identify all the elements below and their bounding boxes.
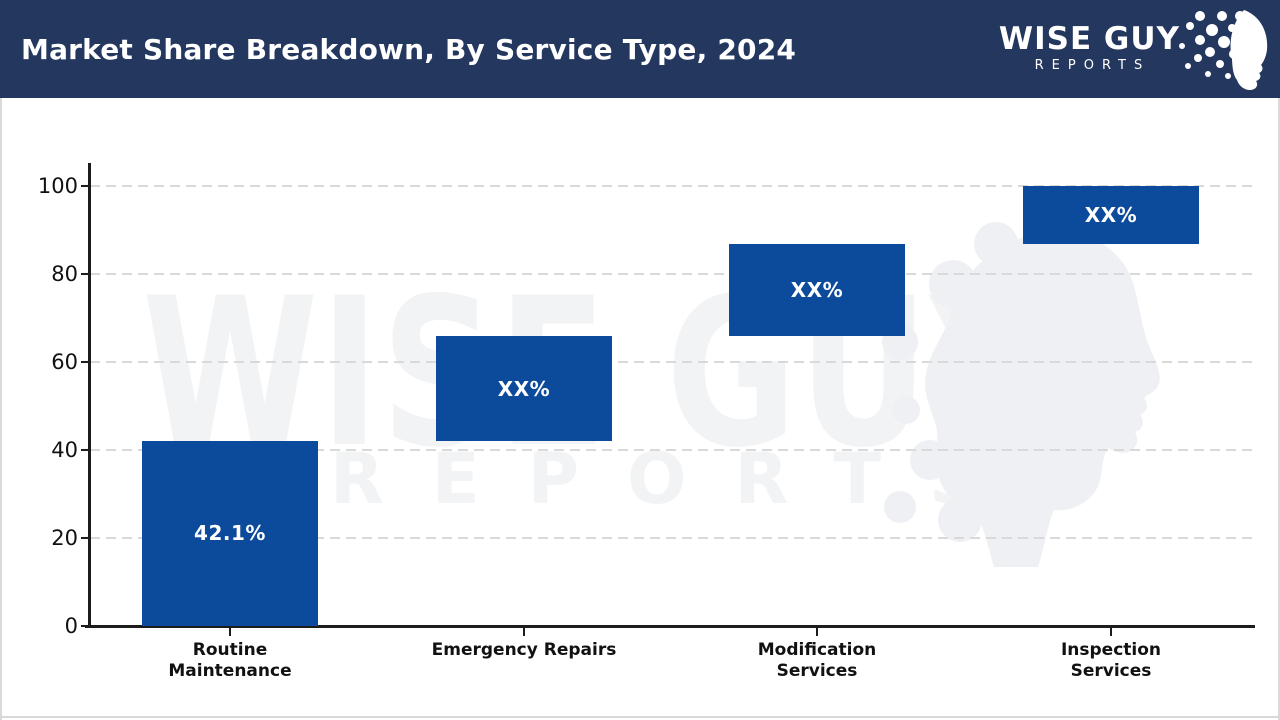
bar-value-label: XX% bbox=[497, 376, 551, 401]
y-axis-tick-label: 20 bbox=[51, 526, 78, 550]
x-axis-category-label-line: Services bbox=[1070, 661, 1152, 681]
bar-value-label: XX% bbox=[1084, 203, 1138, 228]
gridline-y-40 bbox=[90, 449, 1255, 451]
x-axis-tick bbox=[229, 627, 231, 636]
y-axis-tick-label: 100 bbox=[37, 174, 78, 198]
gridline-y-60 bbox=[90, 361, 1255, 363]
logo-face-icon bbox=[1179, 10, 1268, 90]
x-axis-category-label: Routine Maintenance bbox=[85, 640, 375, 682]
page-border-left bbox=[0, 98, 2, 720]
y-axis-tick-label: 80 bbox=[51, 262, 78, 286]
y-axis-tick-label: 0 bbox=[64, 614, 78, 638]
y-axis-line bbox=[88, 163, 91, 627]
y-axis-tick-label: 40 bbox=[51, 438, 78, 462]
bar-routine-maintenance: 42.1% bbox=[142, 440, 318, 626]
y-axis-tick bbox=[81, 185, 90, 187]
brand-logo-text: WISE GUY REPORTS bbox=[999, 22, 1180, 74]
gridline-y-100 bbox=[90, 185, 1255, 187]
y-axis-tick-label: 60 bbox=[51, 350, 78, 374]
x-axis-category-label-line: Maintenance bbox=[168, 661, 292, 681]
y-axis-tick bbox=[81, 449, 90, 451]
x-axis-tick bbox=[523, 627, 525, 636]
x-axis-tick bbox=[816, 627, 818, 636]
x-axis-category-label: Modification Services bbox=[672, 640, 962, 682]
x-axis-category-label-line: Services bbox=[776, 661, 858, 681]
logo-subtext: REPORTS bbox=[1034, 58, 1151, 73]
bar-emergency-repairs: XX% bbox=[436, 336, 612, 441]
header-bar: Market Share Breakdown, By Service Type,… bbox=[0, 0, 1280, 98]
x-axis-category-label-line: Routine bbox=[192, 640, 268, 660]
y-axis-tick bbox=[81, 537, 90, 539]
gridline-y-80 bbox=[90, 273, 1255, 275]
x-axis-category-label: Inspection Services bbox=[966, 640, 1256, 682]
bar-value-label: XX% bbox=[790, 278, 844, 303]
page-border-right bbox=[1278, 98, 1280, 720]
x-axis-category-label-line: Modification bbox=[757, 640, 877, 660]
gridline-y-20 bbox=[90, 537, 1255, 539]
x-axis-tick bbox=[1110, 627, 1112, 636]
bar-inspection-services: XX% bbox=[1023, 186, 1199, 245]
x-axis-category-label-line: Emergency Repairs bbox=[431, 640, 617, 660]
brand-logo: WISE GUY REPORTS bbox=[999, 8, 1268, 92]
x-axis-line bbox=[85, 624, 1255, 628]
x-axis-category-label: Emergency Repairs bbox=[379, 640, 669, 661]
x-axis-category-label-line: Inspection bbox=[1060, 640, 1162, 660]
y-axis-tick bbox=[81, 361, 90, 363]
page-title: Market Share Breakdown, By Service Type,… bbox=[21, 33, 797, 66]
y-axis-tick bbox=[81, 273, 90, 275]
bar-value-label: 42.1% bbox=[194, 521, 266, 546]
logo-wordmark: WISE GUY bbox=[998, 21, 1180, 57]
bar-modification-services: XX% bbox=[729, 244, 905, 337]
page-border-bottom bbox=[0, 716, 1280, 718]
